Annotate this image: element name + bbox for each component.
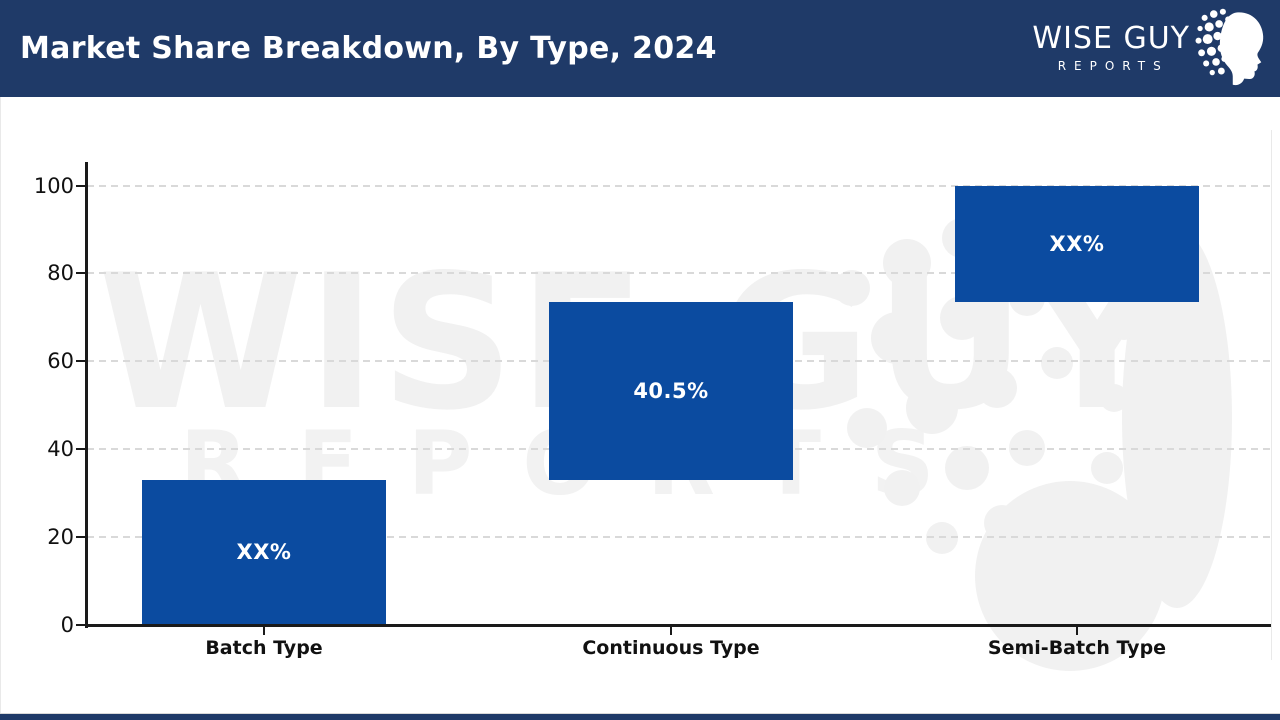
y-axis-line bbox=[85, 162, 88, 628]
footer-bar bbox=[0, 714, 1280, 720]
card-right-edge bbox=[1271, 130, 1272, 660]
y-tickmark-80 bbox=[76, 272, 85, 275]
bar-value-label: 40.5% bbox=[633, 378, 709, 403]
y-tickmark-0 bbox=[76, 624, 85, 626]
x-tickmark-1 bbox=[670, 627, 672, 635]
bar-value-label: XX% bbox=[1049, 231, 1105, 256]
gridline-20 bbox=[87, 536, 1272, 539]
x-category-label-0: Batch Type bbox=[205, 637, 323, 659]
x-tickmark-0 bbox=[263, 627, 265, 635]
page-title: Market Share Breakdown, By Type, 2024 bbox=[20, 31, 717, 66]
bottom-hairline bbox=[0, 713, 1280, 714]
y-tickmark-100 bbox=[76, 184, 85, 187]
bar-value-label: XX% bbox=[236, 540, 292, 565]
y-tick-label-20: 20 bbox=[47, 525, 74, 550]
bar-continuous-type: 40.5% bbox=[549, 301, 793, 480]
y-tick-label-80: 80 bbox=[47, 261, 74, 286]
y-tick-label-100: 100 bbox=[33, 173, 74, 198]
y-tickmark-40 bbox=[76, 448, 85, 451]
bar-semi-batch-type: XX% bbox=[955, 185, 1199, 302]
x-axis-line bbox=[85, 624, 1272, 627]
gridline-100 bbox=[87, 184, 1272, 187]
x-tickmark-2 bbox=[1076, 627, 1078, 635]
x-category-label-1: Continuous Type bbox=[582, 637, 760, 659]
logo-tagline: REPORTS bbox=[1057, 59, 1169, 73]
y-tickmark-20 bbox=[76, 536, 85, 539]
brand-logo: WISE GUY REPORTS bbox=[1032, 4, 1270, 93]
y-tick-label-40: 40 bbox=[47, 437, 74, 462]
gridline-80 bbox=[87, 272, 1272, 275]
y-tickmark-60 bbox=[76, 360, 85, 363]
watermark-dotted-head bbox=[828, 191, 1232, 671]
logo-head-icon bbox=[1195, 8, 1264, 85]
header-bar: Market Share Breakdown, By Type, 2024 bbox=[0, 0, 1280, 97]
card-left-edge bbox=[0, 97, 1, 713]
y-tick-label-60: 60 bbox=[47, 349, 74, 374]
bar-batch-type: XX% bbox=[142, 479, 386, 625]
y-tick-label-0: 0 bbox=[60, 613, 74, 637]
x-category-label-2: Semi-Batch Type bbox=[987, 637, 1167, 659]
logo-text: WISE GUY REPORTS bbox=[1032, 21, 1190, 74]
logo-wordmark: WISE GUY bbox=[1032, 21, 1190, 56]
